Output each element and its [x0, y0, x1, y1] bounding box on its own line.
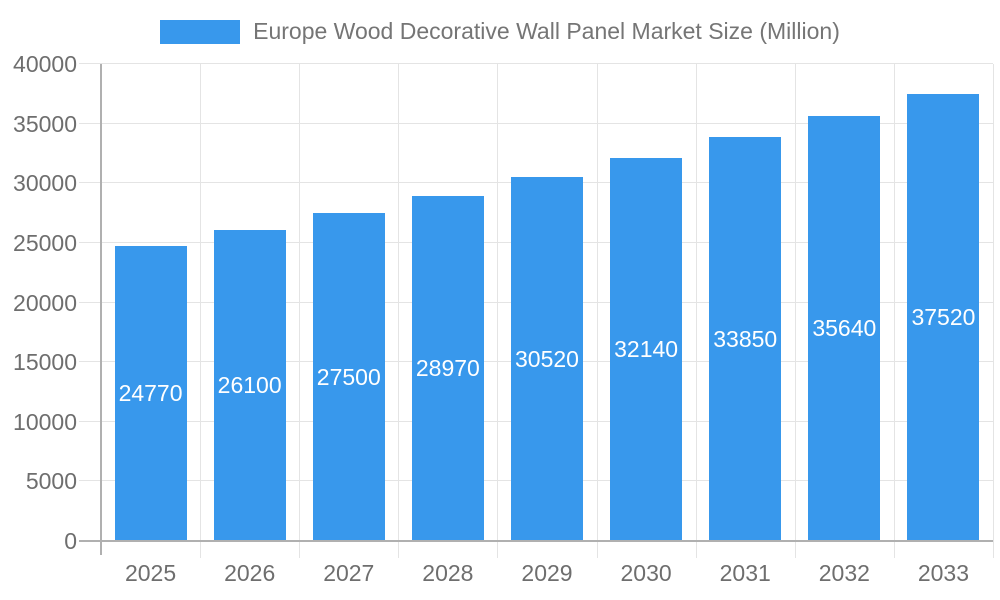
bar-value-label: 35640	[812, 315, 877, 342]
bar	[808, 115, 881, 541]
y-axis-tick-label: 40000	[13, 51, 77, 77]
x-axis-tick-label: 2029	[521, 560, 573, 586]
bar	[411, 195, 484, 541]
x-gridline	[893, 64, 895, 558]
y-axis-line	[100, 64, 102, 555]
legend-series-label: Europe Wood Decorative Wall Panel Market…	[253, 18, 840, 44]
y-axis-tick-label: 5000	[25, 468, 77, 495]
x-axis-tick-label: 2030	[620, 560, 672, 586]
bar-value-label: 37520	[911, 304, 976, 331]
x-gridline	[299, 64, 301, 558]
y-axis-tick-label: 30000	[13, 170, 77, 197]
y-axis-tick-label: 20000	[13, 289, 77, 316]
legend: Europe Wood Decorative Wall Panel Market…	[0, 18, 1000, 45]
y-gridline	[79, 63, 993, 64]
x-gridline	[200, 64, 202, 558]
bar-value-label: 26100	[217, 372, 282, 399]
bar-value-label: 30520	[515, 346, 579, 373]
y-axis-tick-label: 25000	[13, 229, 77, 256]
y-axis-tick-label: 0	[64, 528, 77, 554]
bar-value-label: 28970	[415, 355, 480, 382]
bar	[114, 245, 187, 541]
bar-value-label: 27500	[316, 364, 381, 391]
x-gridline	[794, 64, 796, 558]
x-gridline	[695, 64, 697, 558]
y-axis-tick-label: 35000	[13, 110, 77, 137]
bar-value-label: 32140	[614, 336, 679, 363]
x-gridline	[596, 64, 598, 558]
x-axis-tick-label: 2033	[917, 560, 970, 586]
bar	[610, 157, 683, 541]
x-axis-tick-label: 2031	[719, 560, 771, 586]
bar-value-label: 33850	[713, 326, 778, 353]
x-axis-tick-label: 2027	[323, 560, 375, 586]
x-axis-tick-label: 2032	[818, 560, 870, 586]
x-axis-line	[79, 540, 993, 542]
x-gridline	[497, 64, 499, 558]
bar	[709, 137, 782, 541]
bar-value-label: 24770	[118, 380, 183, 407]
x-axis-tick-label: 2025	[124, 560, 177, 586]
x-axis-tick-label: 2026	[224, 560, 276, 586]
y-gridline	[79, 122, 993, 124]
bar	[907, 93, 980, 541]
legend-swatch	[160, 19, 241, 44]
x-gridline	[993, 64, 994, 558]
bar	[511, 177, 583, 541]
y-axis-tick-label: 10000	[13, 408, 77, 435]
bar	[213, 229, 286, 541]
x-axis-tick-label: 2028	[422, 560, 474, 586]
x-gridline	[398, 64, 400, 558]
bar	[312, 213, 385, 541]
y-axis-tick-label: 15000	[13, 349, 77, 376]
